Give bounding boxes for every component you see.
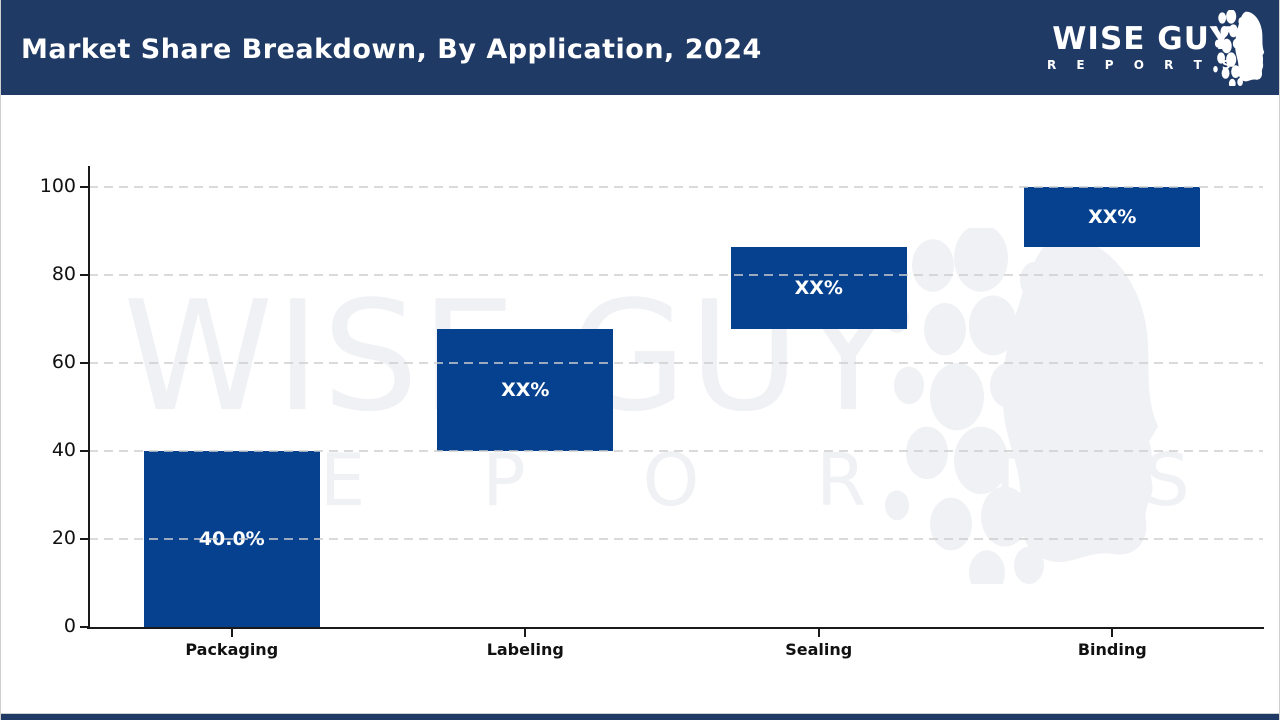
gridline-40 xyxy=(89,450,1263,452)
gridline-100 xyxy=(89,186,1263,188)
bar-labeling xyxy=(437,329,614,451)
watermark-head-icon xyxy=(885,228,1158,584)
y-tick-label-60: 60 xyxy=(51,351,76,373)
x-tick-label-sealing: Sealing xyxy=(785,640,853,659)
brand-name: WISE GUY xyxy=(1052,21,1234,57)
footer-band xyxy=(1,714,1279,720)
header-band: Market Share Breakdown, By Application, … xyxy=(1,0,1279,95)
y-tick-label-40: 40 xyxy=(51,439,76,461)
y-tick-mark xyxy=(80,626,88,628)
bar-value-label: XX% xyxy=(794,277,843,300)
y-tick-label-0: 0 xyxy=(63,615,76,637)
x-tick-label-labeling: Labeling xyxy=(486,640,564,659)
bar-value-label: XX% xyxy=(1088,206,1137,229)
y-tick-mark xyxy=(80,362,88,364)
y-tick-label-80: 80 xyxy=(51,263,76,285)
x-tick-mark xyxy=(1111,629,1114,637)
gridline-80 xyxy=(89,274,1263,276)
y-tick-mark xyxy=(80,274,88,276)
brand-logo: WISE GUY R E P O R T S xyxy=(1017,6,1267,90)
y-tick-label-20: 20 xyxy=(51,527,76,549)
x-tick-mark xyxy=(230,629,233,637)
y-tick-mark xyxy=(80,186,88,188)
x-tick-label-binding: Binding xyxy=(1077,640,1147,659)
y-tick-mark xyxy=(80,538,88,540)
x-axis-line xyxy=(87,627,1264,629)
brand-subname: R E P O R T S xyxy=(1047,58,1239,72)
y-tick-label-100: 100 xyxy=(39,175,76,197)
gridline-60 xyxy=(89,362,1263,364)
chart-title: Market Share Breakdown, By Application, … xyxy=(21,34,762,65)
x-tick-label-packaging: Packaging xyxy=(185,640,279,659)
figure-border-bottom xyxy=(1,713,1279,714)
x-tick-mark xyxy=(524,629,527,637)
y-axis-line xyxy=(88,166,90,628)
y-tick-mark xyxy=(80,450,88,452)
gridline-20 xyxy=(89,538,1263,540)
bar-binding xyxy=(1024,187,1201,248)
bar-sealing xyxy=(730,247,907,330)
brand-text: WISE GUY R E P O R T S xyxy=(1047,22,1239,72)
bar-value-label: XX% xyxy=(501,379,550,402)
x-tick-mark xyxy=(817,629,820,637)
